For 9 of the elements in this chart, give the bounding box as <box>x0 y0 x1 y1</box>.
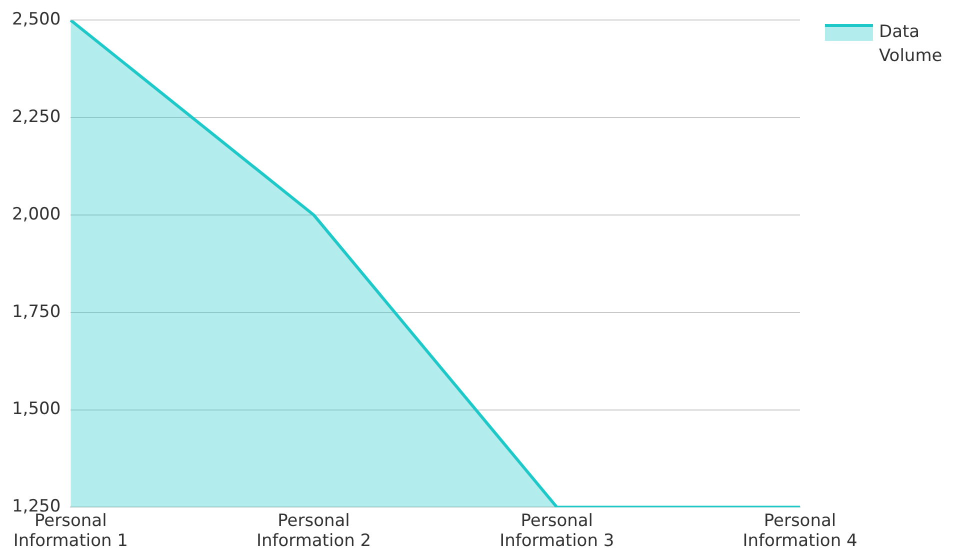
x-tick-label: Personal Information 3 <box>500 510 614 552</box>
y-tick-label: 1,500 <box>12 399 61 420</box>
y-tick-label: 2,000 <box>12 204 61 224</box>
x-tick-label: Personal Information 2 <box>256 510 372 552</box>
x-tick-label: Personal Information 4 <box>742 510 858 552</box>
y-tick-label: 1,750 <box>12 302 61 322</box>
y-tick-label: 2,250 <box>12 107 61 128</box>
y-tick-label: 2,500 <box>12 10 61 30</box>
legend-label: Data Volume <box>879 21 944 68</box>
